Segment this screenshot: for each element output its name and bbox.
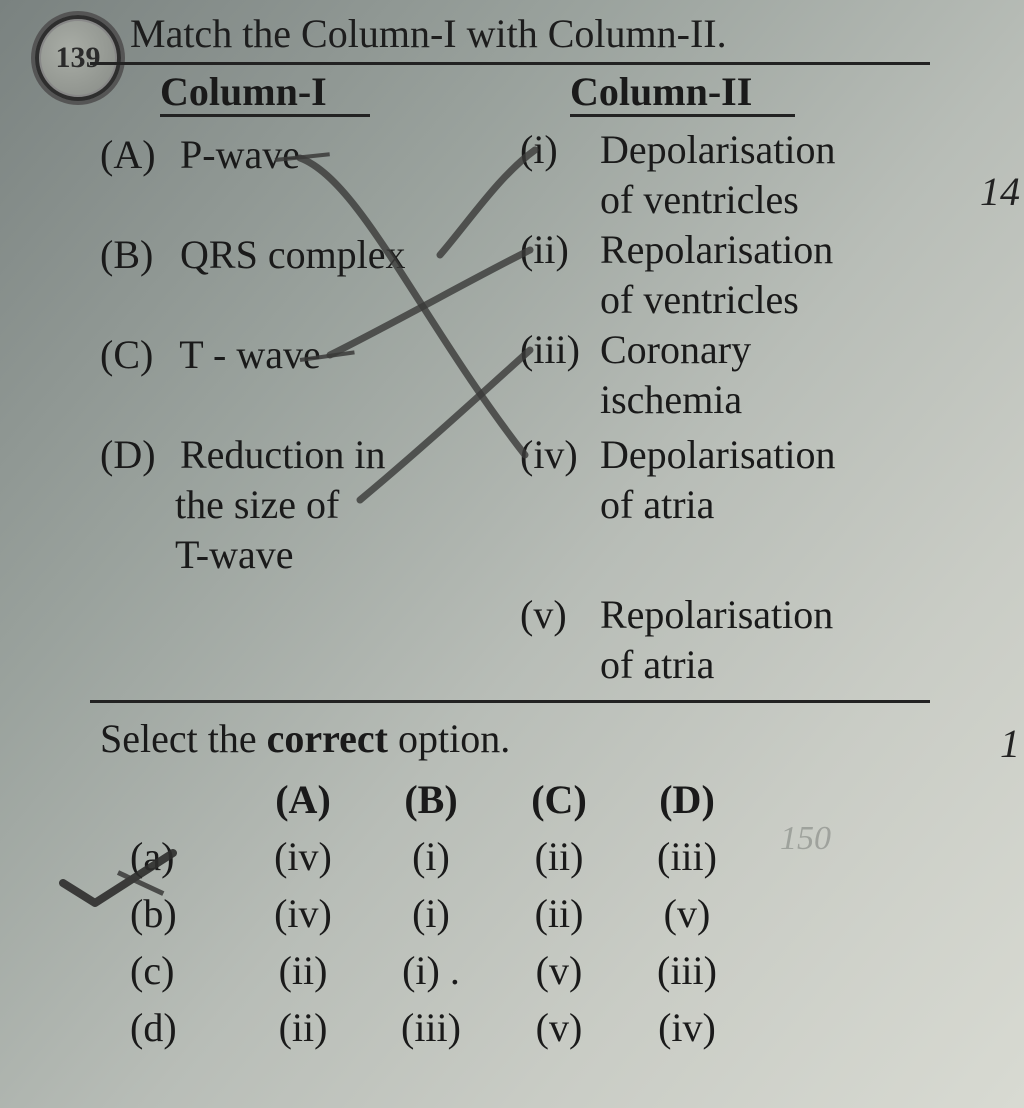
col2-iii-text1: Coronary [600, 327, 751, 372]
col1-D-label: (D) [100, 430, 170, 480]
bottom-rule [90, 700, 930, 703]
option-b-C: (ii) [496, 886, 622, 941]
option-row-d: (d) (ii) (iii) (v) (iv) [112, 1000, 750, 1055]
col2-i-label: (i) [520, 125, 590, 175]
col2-iii-text2: ischemia [600, 375, 742, 425]
col2-item-i: (i) Depolarisation [520, 125, 836, 175]
options-header-D: (D) [624, 772, 750, 827]
instruction-text: Match the Column-I with Column-II. [130, 10, 727, 57]
option-row-a: (a) (iv) (i) (ii) (iii) [112, 829, 750, 884]
option-b-label: (b) [112, 886, 238, 941]
col2-item-iii: (iii) Coronary [520, 325, 751, 375]
options-header-B: (B) [368, 772, 494, 827]
options-header-blank [112, 772, 238, 827]
column1-header: Column-I [160, 68, 327, 115]
col2-i-text2: of ventricles [600, 175, 799, 225]
option-b-A: (iv) [240, 886, 366, 941]
col2-item-ii: (ii) Repolarisation [520, 225, 833, 275]
question-number: 139 [56, 41, 101, 75]
option-b-B: (i) [368, 886, 494, 941]
col2-v-label: (v) [520, 590, 590, 640]
col2-iv-text2: of atria [600, 480, 714, 530]
select-bold: correct [267, 716, 388, 761]
col2-iv-text1: Depolarisation [600, 432, 836, 477]
option-a-A: (iv) [240, 829, 366, 884]
col1-D-text1: Reduction in [180, 432, 386, 477]
col2-item-iv: (iv) Depolarisation [520, 430, 836, 480]
col2-iii-label: (iii) [520, 325, 590, 375]
col2-v-text2: of atria [600, 640, 714, 690]
edge-mark-bottom: 1 [1000, 720, 1020, 767]
option-d-D: (iv) [624, 1000, 750, 1055]
column2-underline [570, 114, 795, 117]
col2-i-text1: Depolarisation [600, 127, 836, 172]
option-a-C: (ii) [496, 829, 622, 884]
pencil-mark: 150 [780, 820, 831, 858]
option-d-B: (iii) [368, 1000, 494, 1055]
option-b-D: (v) [624, 886, 750, 941]
option-a-B: (i) [368, 829, 494, 884]
col1-B-text: QRS complex [180, 232, 406, 277]
match-A-iv [300, 158, 525, 455]
option-c-B: (i) . [368, 943, 494, 998]
options-header-row: (A) (B) (C) (D) [112, 772, 750, 827]
select-suffix: option. [388, 716, 510, 761]
options-header-C: (C) [496, 772, 622, 827]
page: 139 Match the Column-I with Column-II. C… [0, 0, 1024, 1108]
column1-underline [160, 114, 370, 117]
col2-ii-text2: of ventricles [600, 275, 799, 325]
option-c-label: (c) [112, 943, 238, 998]
col1-item-A: (A) P-wave [100, 130, 300, 180]
option-row-b: (b) (iv) (i) (ii) (v) [112, 886, 750, 941]
col2-v-text1: Repolarisation [600, 592, 833, 637]
option-c-D: (iii) [624, 943, 750, 998]
col2-ii-label: (ii) [520, 225, 590, 275]
edge-mark-top: 14 [980, 168, 1020, 215]
options-header-A: (A) [240, 772, 366, 827]
option-c-A: (ii) [240, 943, 366, 998]
options-table: (A) (B) (C) (D) (a) (iv) (i) (ii) (iii) … [110, 770, 752, 1057]
column2-header: Column-II [570, 68, 752, 115]
col1-C-label: (C) [100, 330, 170, 380]
option-a-D: (iii) [624, 829, 750, 884]
question-number-badge: 139 [35, 15, 121, 101]
select-prefix: Select the [100, 716, 267, 761]
option-d-label: (d) [112, 1000, 238, 1055]
option-row-c: (c) (ii) (i) . (v) (iii) [112, 943, 750, 998]
col2-iv-label: (iv) [520, 430, 590, 480]
col2-item-v: (v) Repolarisation [520, 590, 833, 640]
col1-A-label: (A) [100, 130, 170, 180]
col1-D-text3: T-wave [175, 530, 293, 580]
col2-ii-text1: Repolarisation [600, 227, 833, 272]
header-rule [90, 62, 930, 65]
col1-A-text: P-wave [180, 132, 300, 177]
option-c-C: (v) [496, 943, 622, 998]
select-instruction: Select the correct option. [100, 715, 510, 762]
col1-C-text: T - wave [179, 332, 320, 377]
option-d-C: (v) [496, 1000, 622, 1055]
col1-item-D: (D) Reduction in [100, 430, 386, 480]
col1-B-label: (B) [100, 230, 170, 280]
col1-item-B: (B) QRS complex [100, 230, 406, 280]
col1-D-text2: the size of [175, 480, 339, 530]
col1-item-C: (C) T - wave [100, 330, 321, 380]
option-d-A: (ii) [240, 1000, 366, 1055]
